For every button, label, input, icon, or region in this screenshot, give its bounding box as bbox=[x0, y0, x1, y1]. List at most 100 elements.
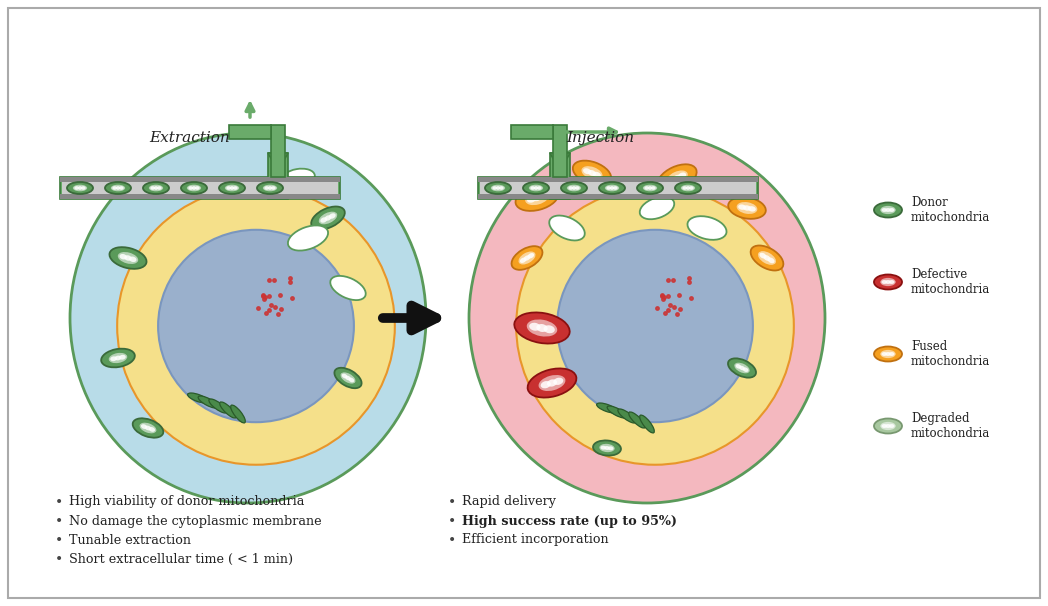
Ellipse shape bbox=[601, 273, 626, 296]
Ellipse shape bbox=[145, 425, 151, 430]
Ellipse shape bbox=[334, 368, 362, 388]
Bar bbox=[478, 177, 758, 182]
Ellipse shape bbox=[220, 402, 236, 418]
Ellipse shape bbox=[188, 393, 209, 403]
Ellipse shape bbox=[201, 185, 208, 190]
Ellipse shape bbox=[519, 251, 536, 264]
Ellipse shape bbox=[673, 175, 681, 181]
Ellipse shape bbox=[605, 185, 619, 191]
Ellipse shape bbox=[114, 356, 122, 361]
Ellipse shape bbox=[325, 215, 331, 221]
Ellipse shape bbox=[78, 186, 83, 190]
Ellipse shape bbox=[219, 182, 245, 194]
Ellipse shape bbox=[520, 258, 526, 263]
Ellipse shape bbox=[299, 237, 307, 243]
Ellipse shape bbox=[653, 205, 660, 211]
Ellipse shape bbox=[639, 197, 674, 219]
Ellipse shape bbox=[682, 186, 686, 190]
Ellipse shape bbox=[675, 182, 701, 194]
Ellipse shape bbox=[553, 378, 564, 385]
Ellipse shape bbox=[529, 185, 543, 191]
Ellipse shape bbox=[330, 276, 366, 300]
Ellipse shape bbox=[109, 247, 147, 269]
Ellipse shape bbox=[285, 273, 310, 296]
Ellipse shape bbox=[874, 275, 902, 290]
Bar bbox=[62, 182, 339, 194]
Ellipse shape bbox=[263, 185, 277, 191]
Bar bbox=[478, 194, 758, 199]
Ellipse shape bbox=[349, 378, 354, 382]
Text: •: • bbox=[447, 495, 456, 509]
Ellipse shape bbox=[319, 211, 337, 224]
Ellipse shape bbox=[187, 185, 201, 191]
Ellipse shape bbox=[880, 278, 896, 286]
Bar bbox=[550, 153, 570, 199]
Ellipse shape bbox=[707, 227, 716, 232]
Ellipse shape bbox=[609, 362, 632, 387]
Ellipse shape bbox=[205, 186, 211, 190]
Ellipse shape bbox=[129, 256, 136, 262]
Ellipse shape bbox=[158, 230, 354, 422]
Ellipse shape bbox=[881, 208, 888, 212]
Ellipse shape bbox=[687, 216, 726, 240]
Ellipse shape bbox=[81, 186, 86, 190]
Ellipse shape bbox=[67, 182, 93, 194]
Ellipse shape bbox=[572, 186, 576, 190]
Ellipse shape bbox=[889, 352, 895, 356]
Ellipse shape bbox=[211, 362, 233, 387]
Ellipse shape bbox=[567, 185, 582, 191]
Ellipse shape bbox=[593, 171, 601, 178]
Ellipse shape bbox=[117, 252, 138, 264]
Ellipse shape bbox=[563, 225, 571, 231]
Ellipse shape bbox=[889, 280, 895, 284]
Ellipse shape bbox=[329, 213, 335, 219]
Ellipse shape bbox=[149, 185, 163, 191]
Ellipse shape bbox=[119, 355, 126, 359]
Polygon shape bbox=[268, 153, 288, 171]
Ellipse shape bbox=[881, 352, 888, 356]
Ellipse shape bbox=[728, 197, 766, 219]
Ellipse shape bbox=[299, 319, 329, 333]
Ellipse shape bbox=[209, 399, 227, 413]
Ellipse shape bbox=[758, 251, 776, 265]
Ellipse shape bbox=[288, 225, 328, 251]
Ellipse shape bbox=[886, 280, 891, 284]
Text: •: • bbox=[447, 514, 456, 528]
Ellipse shape bbox=[112, 186, 117, 190]
Ellipse shape bbox=[189, 186, 193, 190]
Ellipse shape bbox=[637, 182, 663, 194]
Ellipse shape bbox=[299, 175, 306, 179]
Bar bbox=[60, 177, 340, 199]
Ellipse shape bbox=[230, 186, 235, 190]
Bar bbox=[268, 153, 288, 199]
Ellipse shape bbox=[141, 424, 147, 429]
Ellipse shape bbox=[649, 207, 656, 212]
Ellipse shape bbox=[648, 202, 667, 214]
Ellipse shape bbox=[880, 422, 896, 430]
Ellipse shape bbox=[561, 182, 587, 194]
Ellipse shape bbox=[544, 325, 554, 333]
Ellipse shape bbox=[568, 186, 573, 190]
Ellipse shape bbox=[515, 313, 570, 344]
Ellipse shape bbox=[698, 224, 706, 230]
Ellipse shape bbox=[309, 233, 318, 239]
Ellipse shape bbox=[599, 182, 625, 194]
Ellipse shape bbox=[349, 287, 356, 293]
Ellipse shape bbox=[73, 185, 87, 191]
Ellipse shape bbox=[181, 182, 208, 194]
Ellipse shape bbox=[886, 208, 891, 212]
Ellipse shape bbox=[202, 273, 226, 296]
Ellipse shape bbox=[304, 235, 312, 241]
Ellipse shape bbox=[192, 186, 196, 190]
Ellipse shape bbox=[642, 185, 657, 191]
Ellipse shape bbox=[119, 254, 127, 259]
Bar bbox=[60, 177, 340, 182]
Ellipse shape bbox=[874, 202, 902, 218]
Ellipse shape bbox=[115, 186, 121, 190]
Ellipse shape bbox=[881, 424, 888, 428]
Bar bbox=[511, 125, 553, 139]
Ellipse shape bbox=[880, 350, 896, 358]
Ellipse shape bbox=[738, 204, 746, 210]
Ellipse shape bbox=[532, 195, 542, 201]
Ellipse shape bbox=[470, 133, 825, 503]
